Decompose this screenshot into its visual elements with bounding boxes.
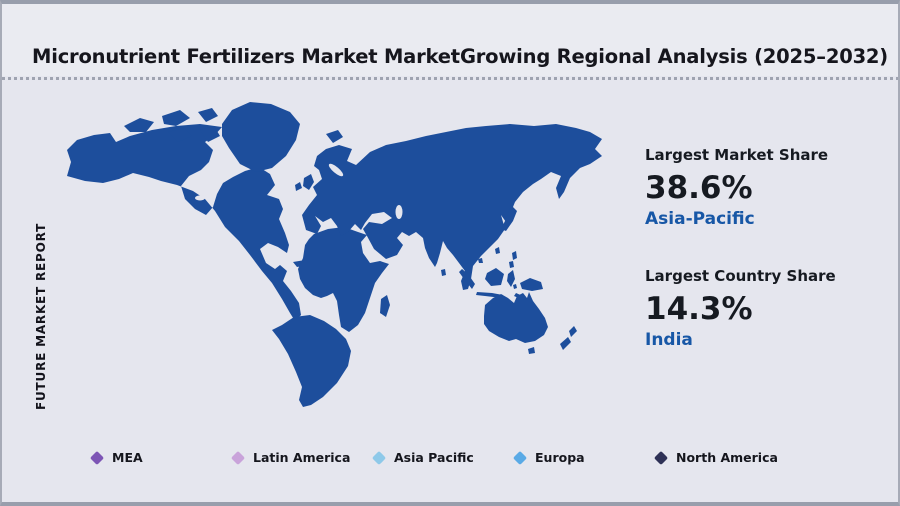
dotted-divider (2, 77, 898, 80)
brand-watermark: FUTURE MARKET REPORT (34, 222, 48, 410)
great-lakes-east (205, 193, 213, 197)
page-title: Micronutrient Fertilizers Market Market (32, 45, 460, 68)
page-subtitle: Growing Regional Analysis (2025–2032) (459, 45, 889, 68)
stat-value: 14.3% (645, 291, 753, 327)
header: Micronutrient Fertilizers Market Market … (2, 4, 898, 76)
caspian-sea (395, 205, 403, 219)
largest-country-share-stat: Largest Country Share 14.3% India (645, 267, 836, 350)
stat-region: India (645, 329, 693, 350)
legend: MEA Latin America Asia Pacific Europa No… (89, 450, 795, 465)
europa-diamond-icon (512, 450, 528, 465)
japan (501, 205, 517, 231)
baltic-sea (328, 163, 344, 177)
legend-item-europa: Europa (512, 450, 654, 465)
arctic-islands (124, 108, 220, 142)
legend-label: Latin America (253, 450, 351, 465)
greenland (222, 102, 300, 172)
stat-region: Asia-Pacific (645, 208, 755, 229)
north-america-diamond-icon (653, 450, 669, 465)
legend-label: Europa (535, 450, 585, 465)
legend-item-asia-pacific: Asia Pacific (371, 450, 513, 465)
continent-north-america (67, 124, 301, 321)
legend-label: North America (676, 450, 778, 465)
continent-africa (298, 227, 389, 332)
stat-value: 38.6% (645, 170, 753, 206)
stat-label: Largest Country Share (645, 267, 836, 285)
mea-diamond-icon (89, 450, 105, 465)
legend-item-latin-america: Latin America (230, 450, 372, 465)
new-zealand (560, 326, 577, 350)
iceland (326, 130, 343, 143)
legend-label: Asia Pacific (394, 450, 474, 465)
world-map (64, 82, 644, 407)
great-lakes (195, 195, 205, 201)
stat-label: Largest Market Share (645, 146, 829, 164)
largest-market-share-stat: Largest Market Share 38.6% Asia-Pacific (645, 146, 828, 229)
tasmania (528, 347, 535, 354)
legend-item-north-america: North America (653, 450, 795, 465)
legend-item-mea: MEA (89, 450, 231, 465)
legend-label: MEA (112, 450, 143, 465)
continent-eurasia (302, 124, 602, 290)
asian-islands (441, 247, 517, 276)
australia (484, 292, 548, 343)
indonesia (459, 268, 525, 300)
new-guinea (520, 278, 543, 291)
latin-america-diamond-icon (230, 450, 246, 465)
asia-pacific-diamond-icon (371, 450, 387, 465)
continent-south-america (272, 315, 351, 407)
madagascar (380, 295, 390, 317)
british-isles (295, 174, 314, 191)
